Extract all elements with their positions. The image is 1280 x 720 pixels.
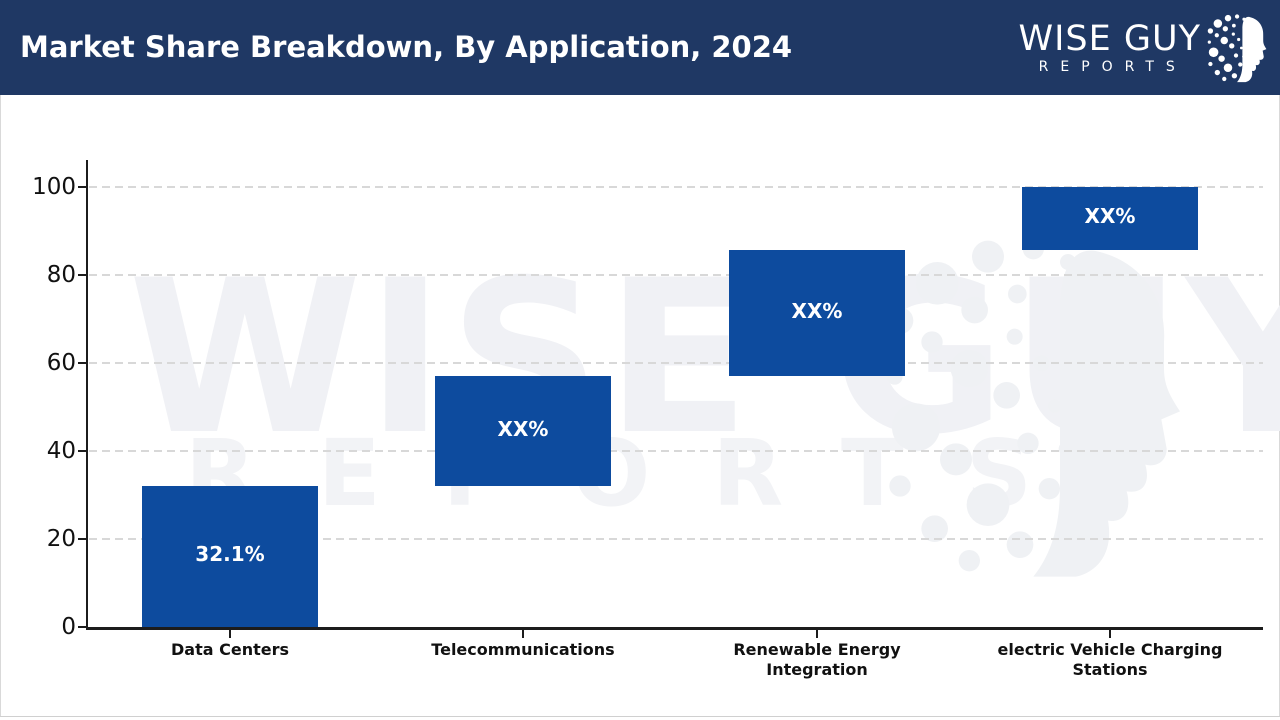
y-axis <box>86 160 88 630</box>
wiseguy-face-watermark-icon <box>886 238 1180 577</box>
y-tick-label: 20 <box>46 526 76 552</box>
x-category-label: Telecommunications <box>431 640 615 659</box>
header-banner: Market Share Breakdown, By Application, … <box>0 0 1280 95</box>
y-tick-label: 40 <box>46 438 76 464</box>
bar-segment <box>435 375 611 486</box>
bar-segment <box>142 485 318 627</box>
wiseguy-logo: WISE GUY REPORTS <box>1018 5 1268 91</box>
bar-segment <box>1022 187 1198 250</box>
y-tick-mark <box>78 450 88 452</box>
gridline-100 <box>89 186 1263 188</box>
x-tick-mark <box>816 630 818 638</box>
bar-value-label: XX% <box>1084 204 1136 229</box>
gridline-60 <box>89 362 1263 364</box>
y-tick-mark <box>78 186 88 188</box>
logo-reports-text: REPORTS <box>1038 59 1187 75</box>
bar-value-label: XX% <box>497 416 549 441</box>
logo-wordmark: WISE GUY <box>1018 19 1201 59</box>
x-tick-mark <box>229 630 231 638</box>
bottom-border <box>0 716 1280 717</box>
y-tick-label: 100 <box>32 174 76 200</box>
page-title: Market Share Breakdown, By Application, … <box>20 30 793 64</box>
y-tick-mark <box>78 362 88 364</box>
y-tick-mark <box>78 274 88 276</box>
bar-segment <box>729 249 905 376</box>
wiseguy-face-icon <box>1207 14 1267 83</box>
y-tick-label: 0 <box>61 614 76 640</box>
y-tick-mark <box>78 626 88 628</box>
x-axis <box>86 627 1263 630</box>
x-category-label: Renewable Energy Integration <box>733 640 901 679</box>
x-category-label: electric Vehicle Charging Stations <box>997 640 1223 679</box>
y-tick-label: 60 <box>46 350 76 376</box>
left-border <box>0 95 1 717</box>
x-category-label: Data Centers <box>171 640 289 659</box>
bar-value-label: XX% <box>791 298 843 323</box>
y-tick-label: 80 <box>46 262 76 288</box>
gridline-20 <box>89 538 1263 540</box>
y-tick-mark <box>78 538 88 540</box>
x-tick-mark <box>1109 630 1111 638</box>
x-tick-mark <box>522 630 524 638</box>
gridline-40 <box>89 450 1263 452</box>
gridline-80 <box>89 274 1263 276</box>
bar-value-label: 32.1% <box>195 542 265 567</box>
